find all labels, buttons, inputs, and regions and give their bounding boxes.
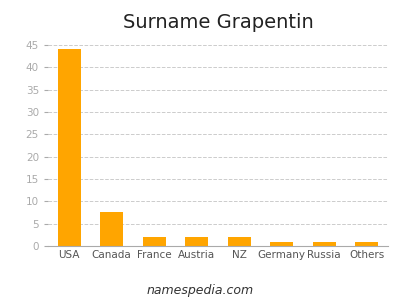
Bar — [58, 50, 81, 246]
Text: namespedia.com: namespedia.com — [146, 284, 254, 297]
Bar — [312, 242, 336, 246]
Bar — [270, 242, 294, 246]
Bar — [185, 237, 208, 246]
Bar — [100, 212, 124, 246]
Bar — [355, 242, 378, 246]
Title: Surname Grapentin: Surname Grapentin — [123, 13, 313, 32]
Bar — [142, 237, 166, 246]
Bar — [228, 237, 251, 246]
